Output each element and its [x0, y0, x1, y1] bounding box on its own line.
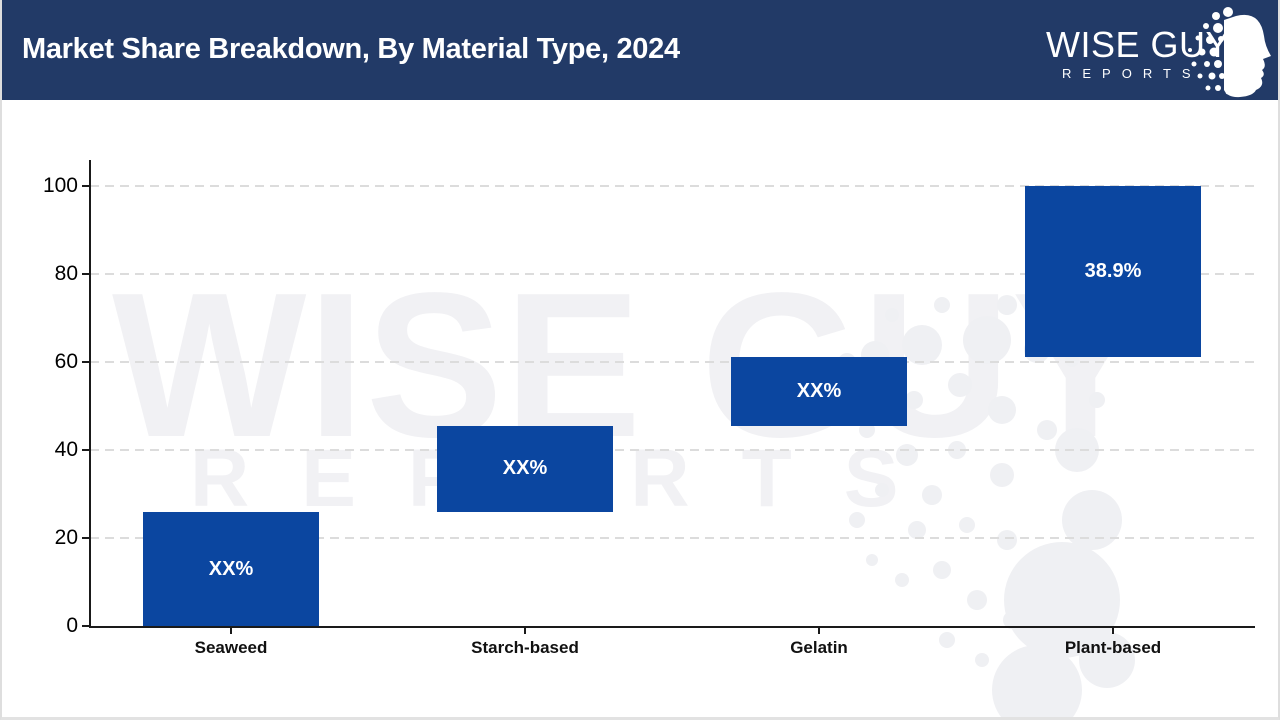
y-axis-tick [82, 537, 90, 539]
y-axis-tick [82, 273, 90, 275]
bar-value-label: 38.9% [1084, 260, 1142, 283]
x-axis-line [89, 626, 1255, 628]
x-axis-tick [230, 627, 232, 634]
gridline-100 [90, 185, 1255, 187]
gridline-80 [90, 273, 1255, 275]
bar-value-label: XX% [502, 457, 548, 480]
y-axis-tick [82, 185, 90, 187]
y-axis-tick-label: 40 [54, 438, 78, 461]
y-axis-tick-label: 60 [54, 350, 78, 373]
y-axis-tick-label: 80 [54, 262, 78, 285]
y-axis-tick-label: 20 [54, 526, 78, 549]
bar-starch-based: XX% [437, 425, 613, 513]
chart-title: Market Share Breakdown, By Material Type… [22, 33, 680, 65]
y-axis-tick [82, 625, 90, 627]
x-axis-category-label: Starch-based [471, 638, 579, 657]
x-axis-category-label: Plant-based [1064, 638, 1162, 657]
header: Market Share Breakdown, By Material Type… [2, 0, 1278, 100]
x-axis-category-label: Gelatin [790, 638, 848, 657]
y-axis-tick-label: 100 [42, 174, 78, 197]
x-axis-tick [818, 627, 820, 634]
y-axis-tick [82, 361, 90, 363]
bar-plant-based: 38.9% [1025, 186, 1201, 358]
bar-value-label: XX% [796, 379, 842, 402]
x-axis-tick [1112, 627, 1114, 634]
plot: 0 20 40 60 80 100 XX% Seaweed XX% Starch-based XX%… [2, 100, 1278, 717]
y-axis-tick-label: 0 [66, 614, 78, 637]
gridline-40 [90, 449, 1255, 451]
gridline-60 [90, 361, 1255, 363]
logo-head-icon [1188, 7, 1271, 98]
x-axis-category-label: Seaweed [194, 638, 268, 657]
bar-gelatin: XX% [731, 357, 907, 426]
bar-seaweed: XX% [143, 512, 319, 626]
y-axis-line [89, 160, 91, 628]
logo-subtext: REPORTS [1062, 66, 1202, 81]
x-axis-tick [524, 627, 526, 634]
bar-value-label: XX% [208, 557, 254, 580]
y-axis-tick [82, 449, 90, 451]
gridline-20 [90, 537, 1255, 539]
logo-wordmark: WISE GUY [1046, 24, 1231, 65]
chart-area: WISE GUY REPORTS [2, 100, 1278, 717]
wiseguy-logo: WISE GUY REPORTS [1006, 6, 1271, 98]
